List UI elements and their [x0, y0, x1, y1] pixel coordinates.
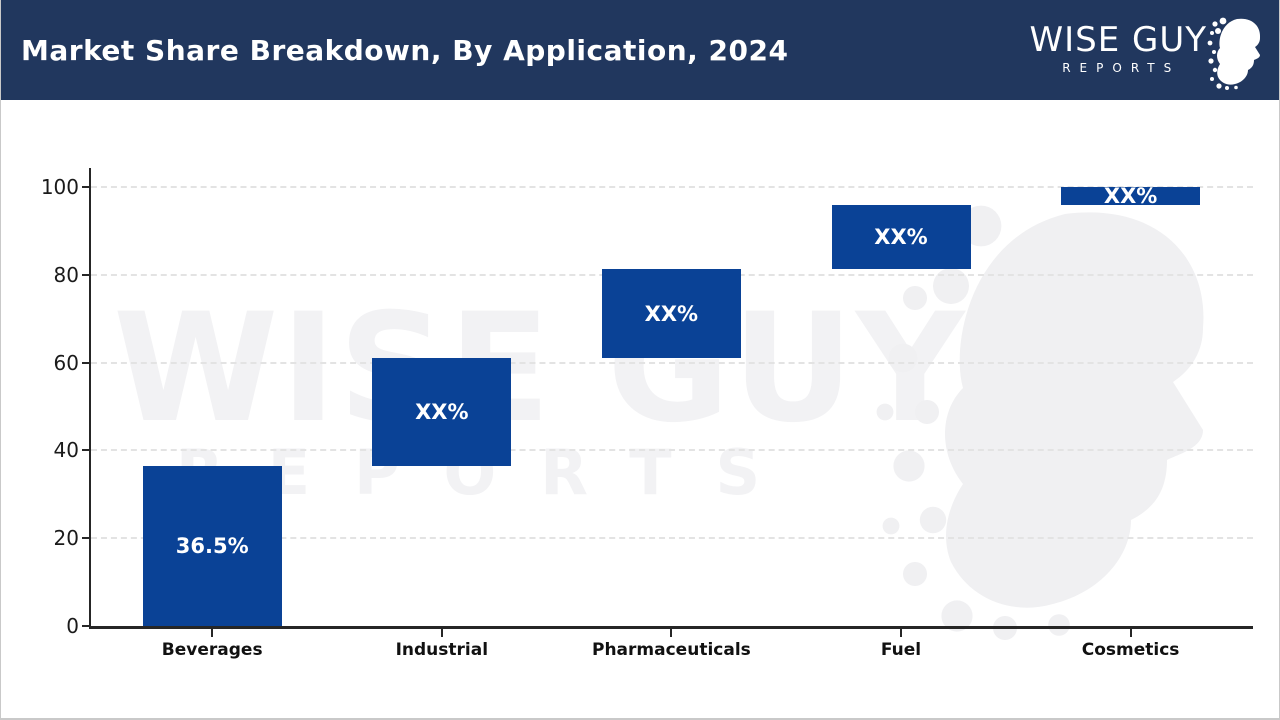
x-category-label-cosmetics: Cosmetics [1081, 640, 1180, 660]
y-tick-mark-40 [82, 449, 90, 452]
logo-text: WISE GUY REPORTS [1029, 22, 1207, 75]
x-axis-line [89, 626, 1253, 629]
y-tick-label-80: 80 [53, 262, 79, 287]
bar-value-label: XX% [644, 301, 699, 326]
logo-dotted-face-icon [1207, 17, 1261, 90]
x-category-label-industrial: Industrial [395, 640, 489, 660]
wiseguy-logo: WISE GUY REPORTS [1019, 8, 1269, 94]
x-tick-mark-0 [211, 629, 214, 637]
bar-value-label: 36.5% [175, 533, 249, 558]
y-tick-mark-60 [82, 361, 90, 364]
bar-value-label: XX% [1103, 184, 1158, 209]
y-tick-label-20: 20 [53, 526, 79, 551]
x-tick-mark-4 [1129, 629, 1132, 637]
gridline-100 [91, 186, 1253, 188]
y-tick-mark-20 [82, 537, 90, 540]
y-tick-mark-80 [82, 273, 90, 276]
gridline-20 [91, 537, 1253, 540]
bar-cosmetics: XX% [1061, 184, 1201, 209]
bar-value-label: XX% [874, 225, 928, 250]
bar-industrial: XX% [372, 358, 512, 466]
y-axis-line [89, 168, 91, 629]
y-tick-label-100: 100 [40, 175, 79, 199]
bar-pharmaceuticals: XX% [601, 269, 741, 359]
y-tick-label-0: 0 [66, 614, 79, 638]
x-tick-mark-1 [440, 629, 443, 637]
logo-wiseguy-label: WISE GUY [1029, 20, 1207, 60]
bar-beverages: 36.5% [142, 465, 282, 626]
x-tick-mark-3 [900, 629, 902, 637]
y-tick-label-40: 40 [53, 438, 79, 463]
gridline-40 [91, 449, 1253, 452]
x-category-label-beverages: Beverages [161, 640, 263, 660]
chart-title: Market Share Breakdown, By Application, … [21, 33, 789, 67]
gridline-60 [91, 361, 1253, 364]
x-category-label-fuel: Fuel [880, 640, 922, 660]
bar-fuel: XX% [831, 205, 971, 270]
y-tick-mark-0 [82, 625, 90, 627]
logo-reports-label: REPORTS [1062, 61, 1181, 75]
y-tick-mark-100 [82, 186, 90, 188]
x-tick-mark-2 [670, 629, 673, 637]
bar-value-label: XX% [415, 399, 469, 424]
header-bar: Market Share Breakdown, By Application, … [1, 0, 1279, 100]
watermark-wiseguy-text: WISE GUY [113, 282, 967, 456]
x-category-label-pharmaceuticals: Pharmaceuticals [592, 640, 751, 660]
y-tick-label-60: 60 [53, 350, 79, 375]
